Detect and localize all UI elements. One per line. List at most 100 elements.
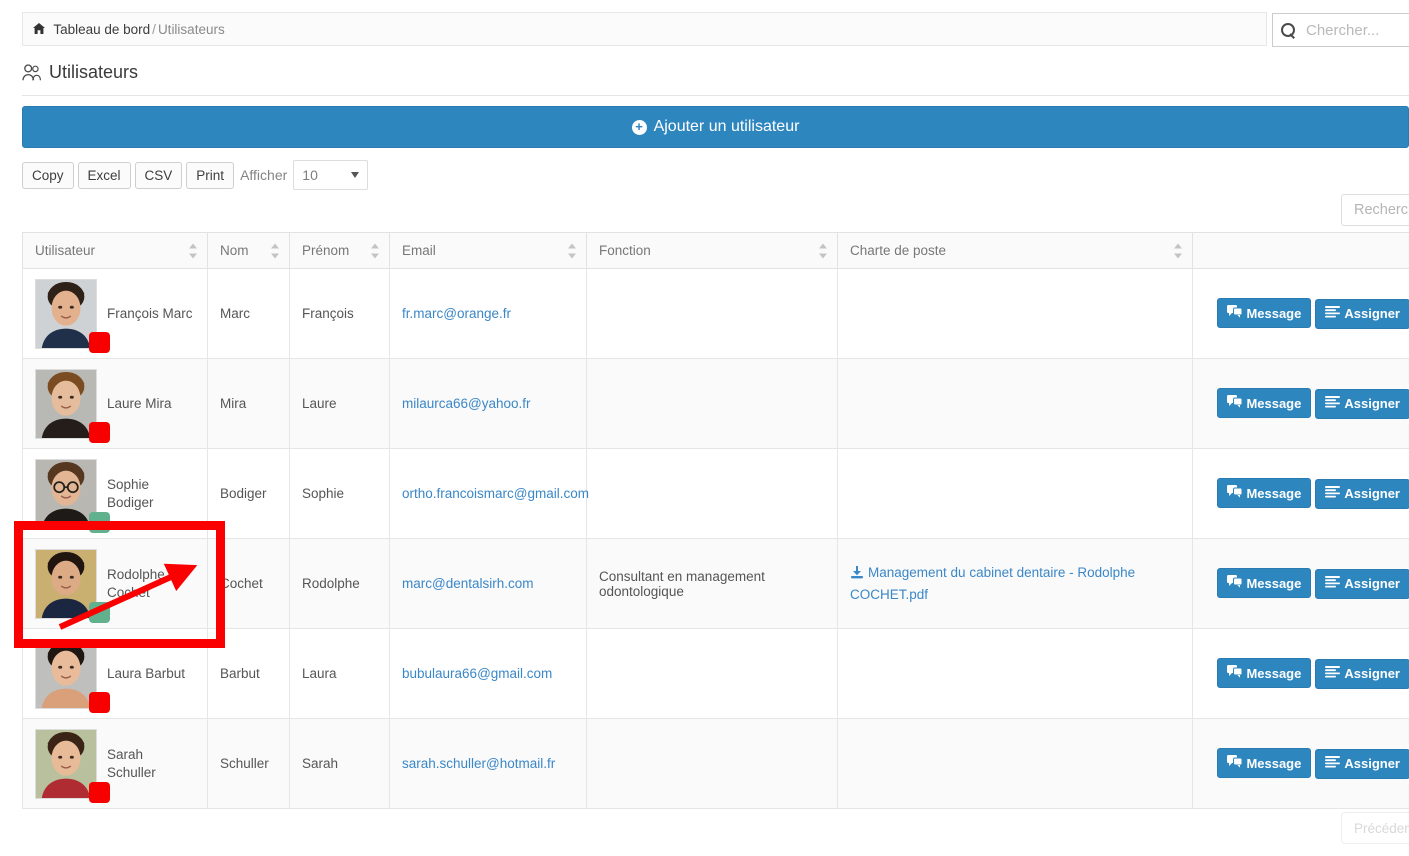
assign-icon — [1325, 306, 1344, 321]
avatar[interactable] — [35, 368, 110, 443]
print-button[interactable]: Print — [186, 161, 235, 189]
sort-icon[interactable] — [568, 243, 577, 258]
avatar-image — [35, 548, 97, 619]
column-header-nom[interactable]: Nom — [207, 232, 290, 269]
sort-icon[interactable] — [271, 243, 280, 258]
column-label: Fonction — [599, 243, 651, 258]
copy-button[interactable]: Copy — [22, 161, 74, 189]
sort-icon[interactable] — [819, 243, 828, 258]
avatar-image — [35, 368, 97, 439]
message-icon — [1227, 485, 1246, 501]
cell-utilisateur: Sophie Bodiger — [22, 448, 208, 539]
cell-fonction: Consultant en management odontologique — [586, 538, 838, 629]
cell-actions: Message Assigner — [1192, 268, 1409, 359]
sort-icon[interactable] — [1174, 243, 1183, 258]
email-link[interactable]: milaurca66@yahoo.fr — [402, 396, 531, 411]
table-filter-search[interactable] — [1341, 194, 1409, 226]
users-table: Utilisateur Nom Prénom Email — [22, 232, 1409, 809]
avatar[interactable] — [35, 638, 110, 713]
cell-utilisateur: Sarah Schuller — [22, 718, 208, 809]
add-user-button[interactable]: + Ajouter un utilisateur — [22, 106, 1409, 148]
download-icon — [850, 565, 864, 585]
status-badge — [89, 781, 110, 803]
pagination: Précédent — [1341, 812, 1409, 844]
table-filter-input[interactable] — [1352, 201, 1409, 219]
avatar[interactable] — [35, 458, 110, 533]
message-icon — [1227, 395, 1246, 411]
global-search[interactable] — [1272, 13, 1409, 47]
breadcrumb-root[interactable]: Tableau de bord — [53, 21, 151, 37]
previous-page-button[interactable]: Précédent — [1341, 812, 1409, 844]
users-table-body: François Marc Marc François fr.marc@orange.… — [22, 268, 1409, 809]
csv-button[interactable]: CSV — [134, 161, 183, 189]
assign-icon — [1325, 396, 1344, 411]
table-row[interactable]: Laure Mira Mira Laure milaurca66@yahoo.fr Me… — [22, 358, 1409, 449]
assign-icon — [1325, 666, 1344, 681]
table-row[interactable]: Laura Barbut Barbut Laura bubulaura66@gmail… — [22, 628, 1409, 719]
message-button[interactable]: Message — [1217, 298, 1312, 329]
sort-icon[interactable] — [371, 243, 380, 258]
users-icon — [22, 64, 41, 81]
cell-prenom: Sarah — [289, 718, 390, 809]
avatar-image — [35, 458, 97, 529]
sort-icon[interactable] — [189, 243, 198, 258]
cell-charte — [837, 358, 1193, 449]
assigner-button[interactable]: Assigner — [1315, 388, 1409, 419]
message-button[interactable]: Message — [1217, 478, 1312, 509]
search-input[interactable] — [1304, 20, 1409, 40]
charte-pdf-link[interactable]: Management du cabinet dentaire - Rodolph… — [850, 564, 1136, 602]
status-badge — [89, 511, 110, 533]
column-header-charte[interactable]: Charte de poste — [837, 232, 1193, 269]
avatar[interactable] — [35, 728, 110, 803]
column-header-fonction[interactable]: Fonction — [586, 232, 838, 269]
column-header-actions — [1192, 232, 1409, 269]
assigner-button[interactable]: Assigner — [1315, 748, 1409, 779]
email-link[interactable]: fr.marc@orange.fr — [402, 306, 511, 321]
table-toolbar: Copy Excel CSV Print Afficher 10 — [22, 160, 369, 190]
users-table-container: Utilisateur Nom Prénom Email — [22, 232, 1409, 809]
email-link[interactable]: sarah.schuller@hotmail.fr — [402, 756, 556, 771]
assigner-button[interactable]: Assigner — [1315, 298, 1409, 329]
assigner-button[interactable]: Assigner — [1315, 568, 1409, 599]
user-display-name: Sophie Bodiger — [107, 476, 154, 510]
message-button[interactable]: Message — [1217, 658, 1312, 689]
assign-icon — [1325, 756, 1344, 771]
table-row[interactable]: Rodolphe Cochet Cochet Rodolphe marc@dental… — [22, 538, 1409, 629]
message-button[interactable]: Message — [1217, 748, 1312, 779]
email-link[interactable]: ortho.francoismarc@gmail.com — [402, 486, 590, 501]
assigner-button[interactable]: Assigner — [1315, 478, 1409, 509]
table-row[interactable]: Sophie Bodiger Bodiger Sophie ortho.francoi… — [22, 448, 1409, 539]
assign-icon — [1325, 486, 1344, 501]
page-title-text: Utilisateurs — [49, 62, 139, 82]
message-button[interactable]: Message — [1217, 568, 1312, 599]
breadcrumb-current: Utilisateurs — [157, 21, 225, 37]
column-header-prenom[interactable]: Prénom — [289, 232, 390, 269]
avatar-image — [35, 278, 97, 349]
column-header-email[interactable]: Email — [389, 232, 587, 269]
message-icon — [1227, 305, 1246, 321]
email-link[interactable]: bubulaura66@gmail.com — [402, 666, 553, 681]
excel-button[interactable]: Excel — [77, 161, 131, 189]
status-badge — [89, 331, 110, 353]
column-label: Utilisateur — [35, 243, 96, 258]
message-button[interactable]: Message — [1217, 388, 1312, 419]
cell-prenom: Laure — [289, 358, 390, 449]
avatar[interactable] — [35, 278, 110, 353]
message-icon — [1227, 755, 1246, 771]
cell-nom: Bodiger — [207, 448, 290, 539]
page-size-select[interactable]: 10 — [293, 160, 369, 190]
cell-fonction — [586, 448, 838, 539]
add-user-label: Ajouter un utilisateur — [653, 118, 800, 135]
search-icon — [1281, 22, 1296, 38]
cell-fonction — [586, 628, 838, 719]
table-row[interactable]: Sarah Schuller Schuller Sarah sarah.schulle… — [22, 718, 1409, 809]
user-display-name: François Marc — [107, 305, 193, 321]
email-link[interactable]: marc@dentalsirh.com — [402, 576, 534, 591]
page-size-value: 10 — [302, 167, 318, 183]
column-header-utilisateur[interactable]: Utilisateur — [22, 232, 208, 269]
avatar[interactable] — [35, 548, 110, 623]
assigner-button[interactable]: Assigner — [1315, 658, 1409, 689]
table-row[interactable]: François Marc Marc François fr.marc@orange.… — [22, 268, 1409, 359]
plus-circle-icon: + — [631, 119, 647, 135]
